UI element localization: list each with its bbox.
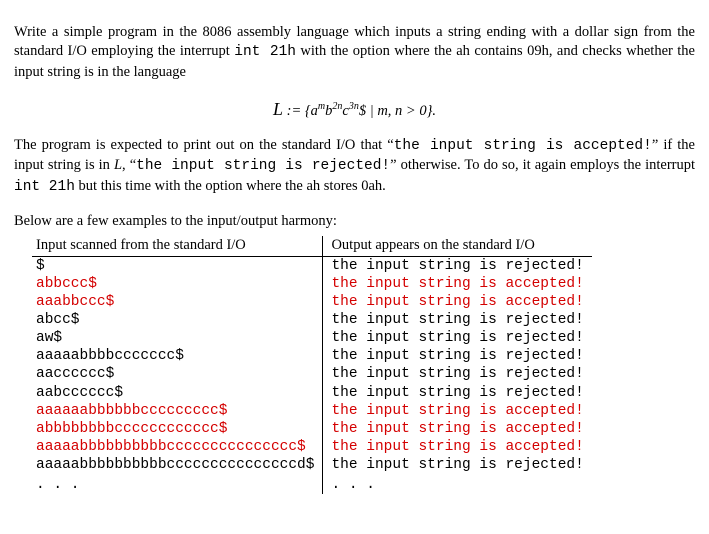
formula: L := {amb2nc3n$ | m, n > 0}. [14,97,695,122]
p2-acc: the input string is accepted! [394,138,652,154]
p2-a: The program is expected to print out on … [14,137,394,153]
p2-int: int 21h [14,179,75,195]
output-cell: the input string is rejected! [323,456,592,474]
document-page: Write a simple program in the 8086 assem… [0,0,709,534]
input-cell: aaaaabbbbbbbbbbccccccccccccccc$ [32,438,323,456]
input-cell: abbccc$ [32,275,323,293]
table-row: aaaaabbbbbbbbbbcccccccccccccccd$the inpu… [32,456,592,474]
ellipsis-cell: . . . [32,474,323,494]
table-row: aaaaabbbbccccccc$the input string is rej… [32,347,592,365]
input-cell: aaaaaabbbbbbccccccccc$ [32,402,323,420]
table-row: aaaaabbbbbbbbbbccccccccccccccc$the input… [32,438,592,456]
header-input: Input scanned from the standard I/O [32,236,323,257]
table-row: abcc$the input string is rejected! [32,311,592,329]
table-row: aabcccccc$the input string is rejected! [32,384,592,402]
table-row: aaaaaabbbbbbccccccccc$the input string i… [32,402,592,420]
input-cell: aabcccccc$ [32,384,323,402]
p2-c: , “ [122,157,136,173]
output-cell: the input string is rejected! [323,311,592,329]
p2-e: but this time with the option where the … [75,178,386,194]
p1-int: int 21h [234,44,296,60]
table-row: abbccc$the input string is accepted! [32,275,592,293]
formula-a: := {a [283,103,318,119]
formula-d: $ | m, n > 0}. [359,103,436,119]
table-row: aacccccc$the input string is rejected! [32,365,592,383]
formula-2n: 2n [332,101,342,112]
input-cell: abcc$ [32,311,323,329]
output-cell: the input string is rejected! [323,384,592,402]
p2-rej: the input string is rejected! [136,158,390,174]
output-cell: the input string is accepted! [323,402,592,420]
table-header-row: Input scanned from the standard I/O Outp… [32,236,592,257]
table-row: abbbbbbbbcccccccccccc$the input string i… [32,420,592,438]
output-cell: the input string is accepted! [323,438,592,456]
p2-d: ” otherwise. To do so, it again employs … [390,157,695,173]
output-cell: the input string is accepted! [323,420,592,438]
output-cell: the input string is rejected! [323,365,592,383]
output-cell: the input string is rejected! [323,256,592,275]
formula-L: L [273,99,283,119]
table-row: . . .. . . [32,474,592,494]
input-cell: aw$ [32,329,323,347]
io-table: Input scanned from the standard I/O Outp… [32,236,592,495]
output-cell: the input string is rejected! [323,329,592,347]
table-row: aaabbccc$the input string is accepted! [32,293,592,311]
header-output: Output appears on the standard I/O [323,236,592,257]
ellipsis-cell: . . . [323,474,592,494]
input-cell: aaabbccc$ [32,293,323,311]
input-cell: aaaaabbbbccccccc$ [32,347,323,365]
input-cell: $ [32,256,323,275]
formula-3n: 3n [349,101,359,112]
output-cell: the input string is accepted! [323,293,592,311]
input-cell: aacccccc$ [32,365,323,383]
p2-L: L [114,157,122,173]
table-row: $the input string is rejected! [32,256,592,275]
output-cell: the input string is rejected! [323,347,592,365]
input-cell: aaaaabbbbbbbbbbcccccccccccccccd$ [32,456,323,474]
paragraph-2: The program is expected to print out on … [14,136,695,198]
table-row: aw$the input string is rejected! [32,329,592,347]
paragraph-below: Below are a few examples to the input/ou… [14,212,695,232]
input-cell: abbbbbbbbcccccccccccc$ [32,420,323,438]
output-cell: the input string is accepted! [323,275,592,293]
paragraph-1: Write a simple program in the 8086 assem… [14,23,695,83]
